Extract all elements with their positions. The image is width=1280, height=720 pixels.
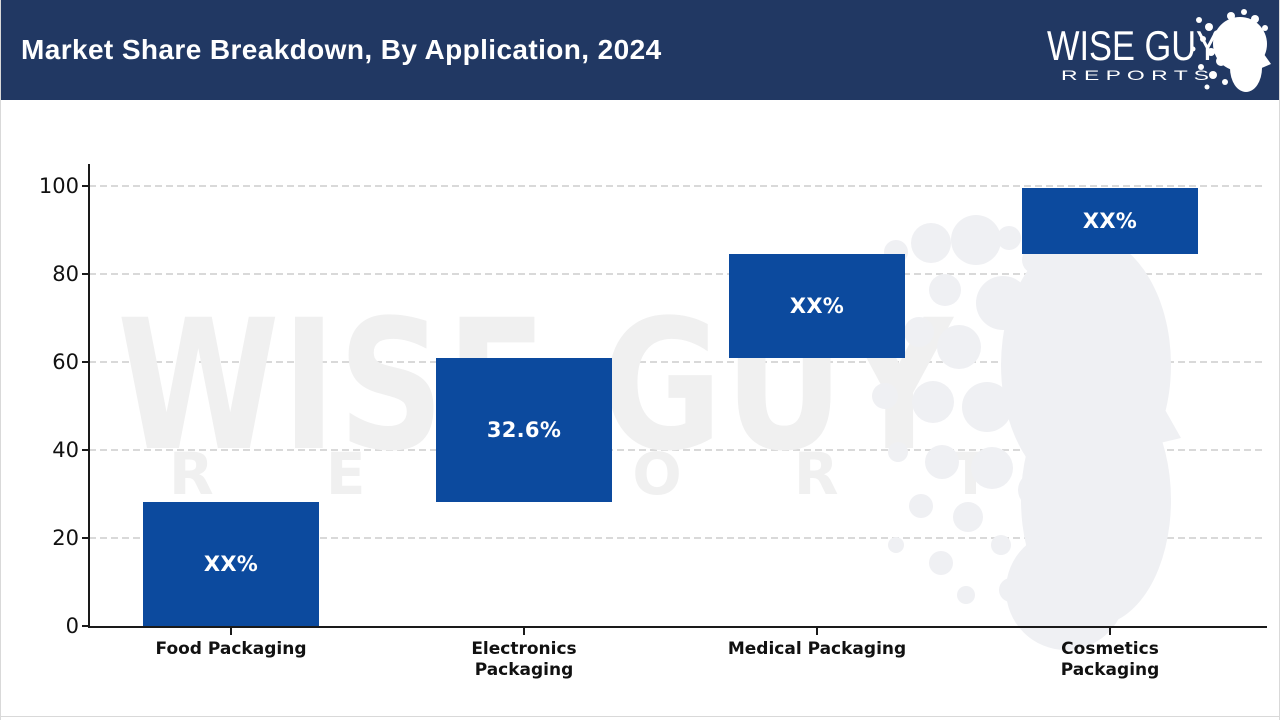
gridline [89, 273, 1265, 275]
bar-cosmetics-packaging: XX% [1022, 188, 1198, 255]
y-axis-tick-label: 20 [52, 526, 79, 550]
y-axis-tick-mark [82, 273, 89, 275]
x-axis-category-label-line: Electronics [471, 639, 577, 659]
bar-medical-packaging: XX% [729, 254, 905, 359]
bar-value-label: XX% [1082, 209, 1138, 234]
y-axis-tick-label: 0 [65, 614, 79, 638]
x-axis-category-label: Cosmetics Packaging [1061, 639, 1160, 681]
x-axis-category-label-line: Cosmetics [1061, 639, 1159, 659]
x-axis-category-label: Medical Packaging [728, 639, 906, 660]
x-axis-category-label-line: Food Packaging [155, 639, 307, 659]
gridline [89, 185, 1265, 187]
x-axis-category-label-line: Packaging [474, 660, 574, 680]
x-axis-tick-mark [523, 628, 525, 635]
y-axis-tick-label: 60 [52, 350, 79, 374]
header-banner: Market Share Breakdown, By Application, … [1, 0, 1279, 100]
x-axis-category-label: Electronics Packaging [471, 639, 576, 681]
bar-value-label: XX% [203, 551, 259, 576]
wise-guy-reports-logo: WISE GUY R E P O R T S [1047, 9, 1271, 92]
logo-head-icon [1190, 9, 1271, 92]
y-axis-tick-mark [82, 361, 89, 363]
x-axis-line [88, 626, 1267, 628]
x-axis-tick-mark [230, 628, 232, 635]
page-title: Market Share Breakdown, By Application, … [21, 34, 662, 65]
gridline [89, 361, 1265, 363]
y-axis-tick-mark [82, 537, 89, 539]
logo-name-text: WISE GUY [1047, 22, 1219, 69]
x-axis-category-label: Food Packaging [156, 639, 307, 660]
y-axis-tick-label: 40 [52, 438, 79, 462]
bar-food-packaging: XX% [143, 501, 319, 626]
x-axis-category-label-line: Medical Packaging [727, 639, 907, 659]
x-axis-tick-mark [816, 628, 818, 635]
y-axis-line [88, 164, 90, 628]
x-axis-category-label-line: Packaging [1060, 660, 1160, 680]
bar-value-label: 32.6% [486, 418, 562, 443]
bar-electronics-packaging: 32.6% [436, 358, 612, 502]
bottom-border-rule [1, 716, 1279, 717]
logo-sub-text: R E P O R T S [1061, 67, 1209, 83]
y-axis-tick-mark [82, 449, 89, 451]
y-axis-tick-label: 80 [52, 262, 79, 286]
gridline [89, 537, 1265, 539]
x-axis-tick-mark [1109, 628, 1111, 635]
y-axis-tick-mark [82, 185, 89, 187]
y-axis-tick-mark [82, 625, 89, 627]
bar-value-label: XX% [789, 294, 845, 319]
y-axis-tick-label: 100 [38, 174, 79, 198]
gridline [89, 449, 1265, 451]
